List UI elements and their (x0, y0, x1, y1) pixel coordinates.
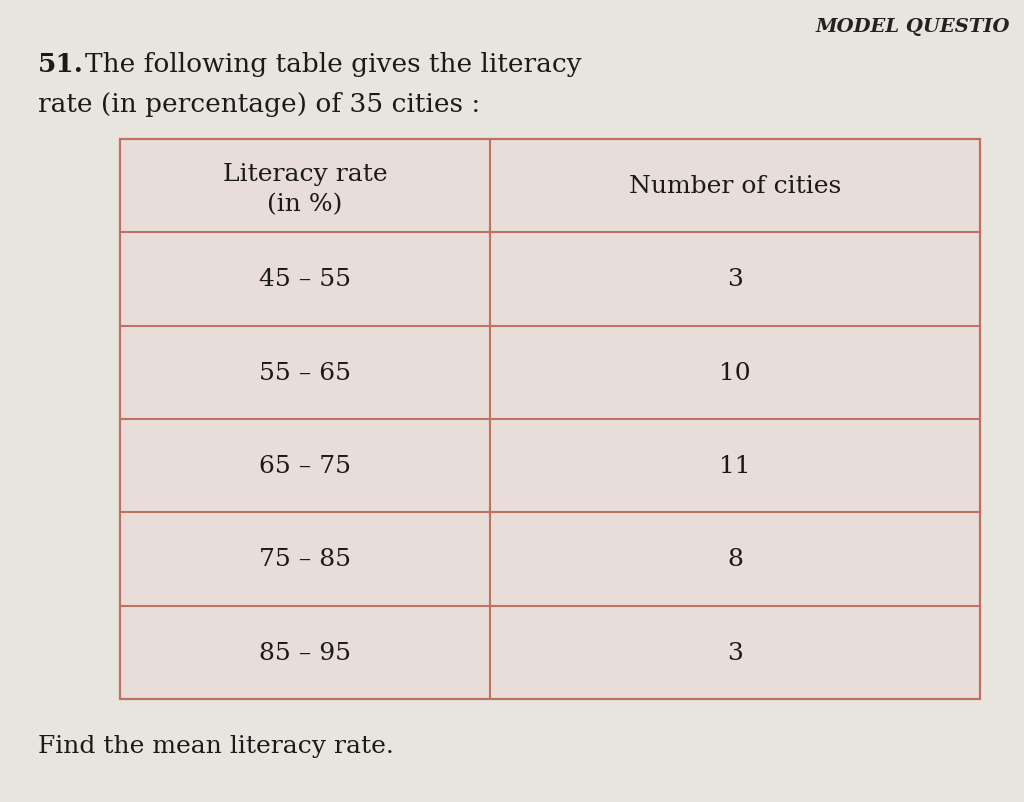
Text: 45 – 55: 45 – 55 (259, 268, 351, 291)
Text: 55 – 65: 55 – 65 (259, 362, 351, 384)
Text: (in %): (in %) (267, 193, 343, 216)
Text: rate (in percentage) of 35 cities :: rate (in percentage) of 35 cities : (38, 92, 480, 117)
Text: 8: 8 (727, 548, 743, 571)
Text: Literacy rate: Literacy rate (222, 163, 387, 186)
Text: 65 – 75: 65 – 75 (259, 455, 351, 477)
Text: Find the mean literacy rate.: Find the mean literacy rate. (38, 734, 394, 757)
Text: 3: 3 (727, 268, 743, 291)
Text: 51.: 51. (38, 52, 84, 77)
Text: 75 – 85: 75 – 85 (259, 548, 351, 571)
FancyBboxPatch shape (120, 140, 980, 699)
Text: MODEL QUESTIO: MODEL QUESTIO (815, 18, 1010, 36)
Text: The following table gives the literacy: The following table gives the literacy (85, 52, 582, 77)
Text: 11: 11 (719, 455, 751, 477)
Text: Number of cities: Number of cities (629, 175, 841, 198)
Text: 85 – 95: 85 – 95 (259, 641, 351, 664)
Text: 10: 10 (719, 362, 751, 384)
Text: 3: 3 (727, 641, 743, 664)
